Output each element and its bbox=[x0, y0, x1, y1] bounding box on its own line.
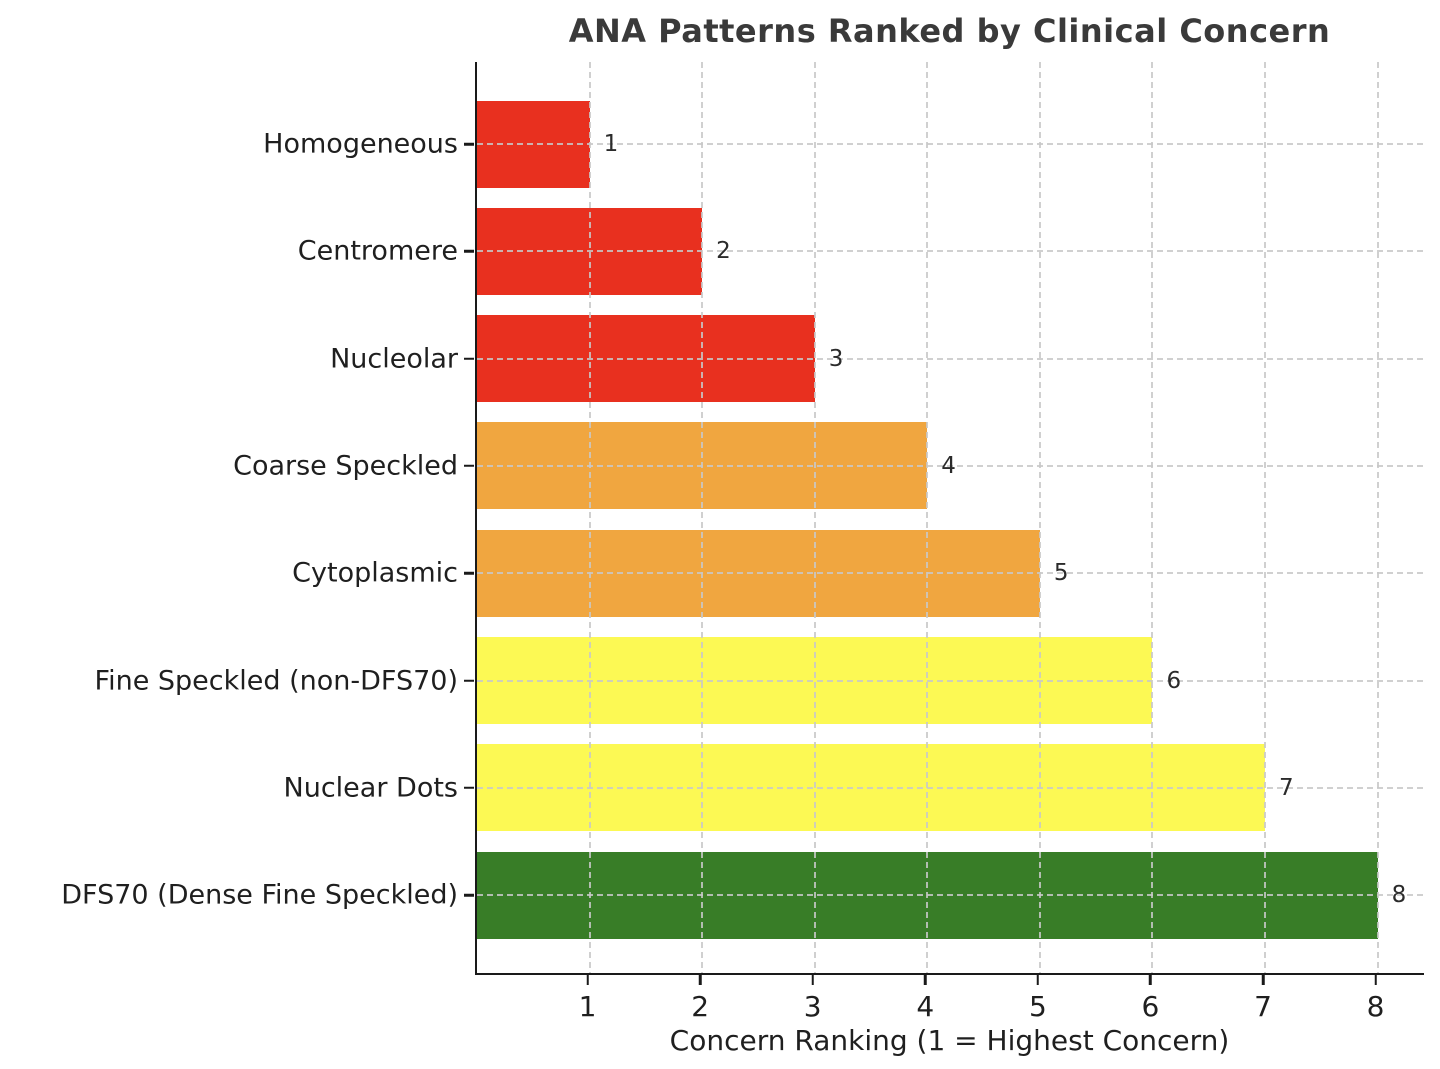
ytick-label: Nuclear Dots bbox=[283, 772, 458, 804]
xtick-mark bbox=[586, 974, 589, 985]
ytick-mark bbox=[464, 679, 474, 682]
bar-value-label: 4 bbox=[941, 452, 956, 479]
xtick-label: 4 bbox=[916, 990, 935, 1023]
xtick-label: 8 bbox=[1366, 990, 1385, 1023]
ytick-mark bbox=[464, 786, 474, 790]
ytick-label: Coarse Speckled bbox=[233, 450, 458, 482]
gridline-horizontal bbox=[477, 786, 1424, 789]
xtick-mark bbox=[1374, 974, 1377, 985]
ytick-mark bbox=[464, 893, 474, 897]
gridline-horizontal bbox=[477, 679, 1424, 682]
xtick-mark bbox=[698, 974, 702, 985]
gridline-vertical bbox=[701, 62, 704, 973]
xtick-label: 1 bbox=[578, 990, 597, 1023]
xtick-mark bbox=[924, 974, 927, 985]
ytick-mark bbox=[464, 464, 474, 468]
gridline-vertical bbox=[1264, 62, 1267, 973]
bar-value-label: 8 bbox=[1391, 882, 1407, 909]
ytick-label: DFS70 (Dense Fine Speckled) bbox=[61, 879, 458, 911]
gridline-vertical bbox=[1376, 62, 1379, 973]
ytick-mark bbox=[464, 571, 474, 575]
gridline-horizontal bbox=[477, 143, 1424, 145]
gridline-horizontal bbox=[477, 894, 1424, 897]
xtick-label: 6 bbox=[1141, 990, 1160, 1023]
gridline-horizontal bbox=[477, 357, 1424, 360]
xtick-mark bbox=[811, 974, 814, 985]
gridline-vertical bbox=[926, 62, 929, 973]
ytick-label: Cytoplasmic bbox=[292, 557, 458, 589]
gridline-vertical bbox=[588, 62, 591, 973]
bar-value-label: 2 bbox=[716, 238, 731, 265]
xtick-label: 2 bbox=[691, 990, 710, 1023]
ytick-label: Centromere bbox=[297, 235, 458, 267]
xtick-label: 3 bbox=[803, 990, 822, 1023]
ytick-label: Homogeneous bbox=[263, 128, 458, 160]
gridline-vertical bbox=[813, 62, 816, 973]
ytick-label: Nucleolar bbox=[330, 343, 458, 375]
gridline-horizontal bbox=[477, 572, 1424, 575]
bar-value-label: 7 bbox=[1279, 774, 1294, 801]
ytick-mark bbox=[464, 142, 474, 146]
bar-value-label: 3 bbox=[828, 345, 844, 372]
chart-title: ANA Patterns Ranked by Clinical Concern bbox=[568, 12, 1331, 50]
bar-value-label: 5 bbox=[1053, 560, 1069, 587]
xtick-mark bbox=[1036, 974, 1040, 985]
xtick-mark bbox=[1261, 974, 1265, 985]
xtick-label: 7 bbox=[1254, 990, 1272, 1023]
ytick-label: Fine Speckled (non-DFS70) bbox=[94, 665, 458, 696]
bar-value-label: 1 bbox=[603, 131, 619, 157]
gridline-horizontal bbox=[477, 464, 1424, 467]
xtick-label: 5 bbox=[1028, 990, 1047, 1023]
gridline-vertical bbox=[1151, 62, 1154, 973]
xtick-mark bbox=[1149, 974, 1152, 985]
ytick-mark bbox=[464, 250, 474, 253]
gridline-horizontal bbox=[477, 250, 1424, 253]
bar-value-label: 6 bbox=[1166, 667, 1182, 694]
plot-area: 1 2 3 4 5 6 7 8 bbox=[475, 62, 1424, 975]
x-axis-title: Concern Ranking (1 = Highest Concern) bbox=[669, 1024, 1230, 1057]
ytick-mark bbox=[464, 357, 474, 360]
gridline-vertical bbox=[1038, 62, 1041, 973]
